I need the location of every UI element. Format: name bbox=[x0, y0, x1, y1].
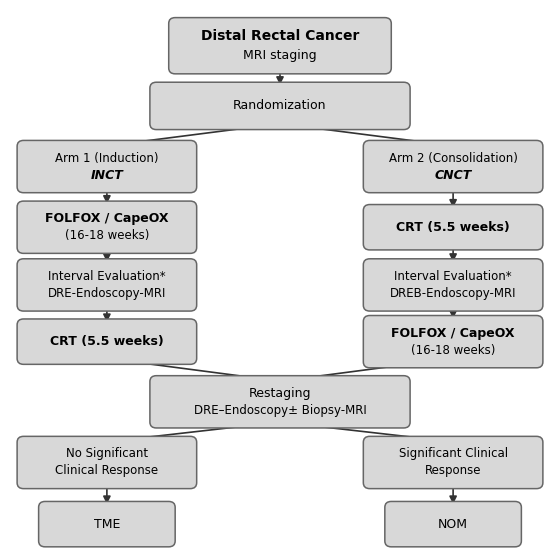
FancyBboxPatch shape bbox=[150, 82, 410, 129]
Text: MRI staging: MRI staging bbox=[243, 49, 317, 62]
Text: No Significant: No Significant bbox=[66, 447, 148, 460]
Text: INCT: INCT bbox=[91, 169, 123, 181]
FancyBboxPatch shape bbox=[363, 141, 543, 193]
Text: Interval Evaluation*: Interval Evaluation* bbox=[394, 270, 512, 283]
FancyBboxPatch shape bbox=[363, 204, 543, 250]
Text: NOM: NOM bbox=[438, 517, 468, 531]
FancyBboxPatch shape bbox=[363, 259, 543, 311]
Text: Arm 1 (Induction): Arm 1 (Induction) bbox=[55, 152, 158, 165]
FancyBboxPatch shape bbox=[17, 436, 197, 489]
Text: DRE–Endoscopy± Biopsy-MRI: DRE–Endoscopy± Biopsy-MRI bbox=[194, 404, 366, 417]
Text: Randomization: Randomization bbox=[234, 99, 326, 113]
FancyBboxPatch shape bbox=[17, 259, 197, 311]
Text: Significant Clinical: Significant Clinical bbox=[399, 447, 508, 460]
Text: DRE-Endoscopy-MRI: DRE-Endoscopy-MRI bbox=[48, 287, 166, 300]
Text: FOLFOX / CapeOX: FOLFOX / CapeOX bbox=[45, 212, 169, 225]
Text: Interval Evaluation*: Interval Evaluation* bbox=[48, 270, 166, 283]
Text: CRT (5.5 weeks): CRT (5.5 weeks) bbox=[50, 335, 164, 348]
FancyBboxPatch shape bbox=[17, 141, 197, 193]
Text: Distal Rectal Cancer: Distal Rectal Cancer bbox=[201, 30, 359, 44]
FancyBboxPatch shape bbox=[17, 201, 197, 253]
FancyBboxPatch shape bbox=[363, 315, 543, 368]
FancyBboxPatch shape bbox=[169, 17, 391, 74]
FancyBboxPatch shape bbox=[150, 376, 410, 428]
Text: CNCT: CNCT bbox=[435, 169, 472, 181]
Text: Response: Response bbox=[425, 464, 482, 478]
FancyBboxPatch shape bbox=[17, 319, 197, 365]
Text: DREB-Endoscopy-MRI: DREB-Endoscopy-MRI bbox=[390, 287, 516, 300]
FancyBboxPatch shape bbox=[363, 436, 543, 489]
Text: TME: TME bbox=[94, 517, 120, 531]
FancyBboxPatch shape bbox=[39, 501, 175, 547]
Text: Arm 2 (Consolidation): Arm 2 (Consolidation) bbox=[389, 152, 517, 165]
FancyBboxPatch shape bbox=[385, 501, 521, 547]
Text: FOLFOX / CapeOX: FOLFOX / CapeOX bbox=[391, 326, 515, 340]
Text: Clinical Response: Clinical Response bbox=[55, 464, 158, 478]
Text: (16-18 weeks): (16-18 weeks) bbox=[411, 344, 495, 357]
Text: CRT (5.5 weeks): CRT (5.5 weeks) bbox=[396, 221, 510, 234]
Text: (16-18 weeks): (16-18 weeks) bbox=[65, 229, 149, 242]
Text: Restaging: Restaging bbox=[249, 387, 311, 400]
